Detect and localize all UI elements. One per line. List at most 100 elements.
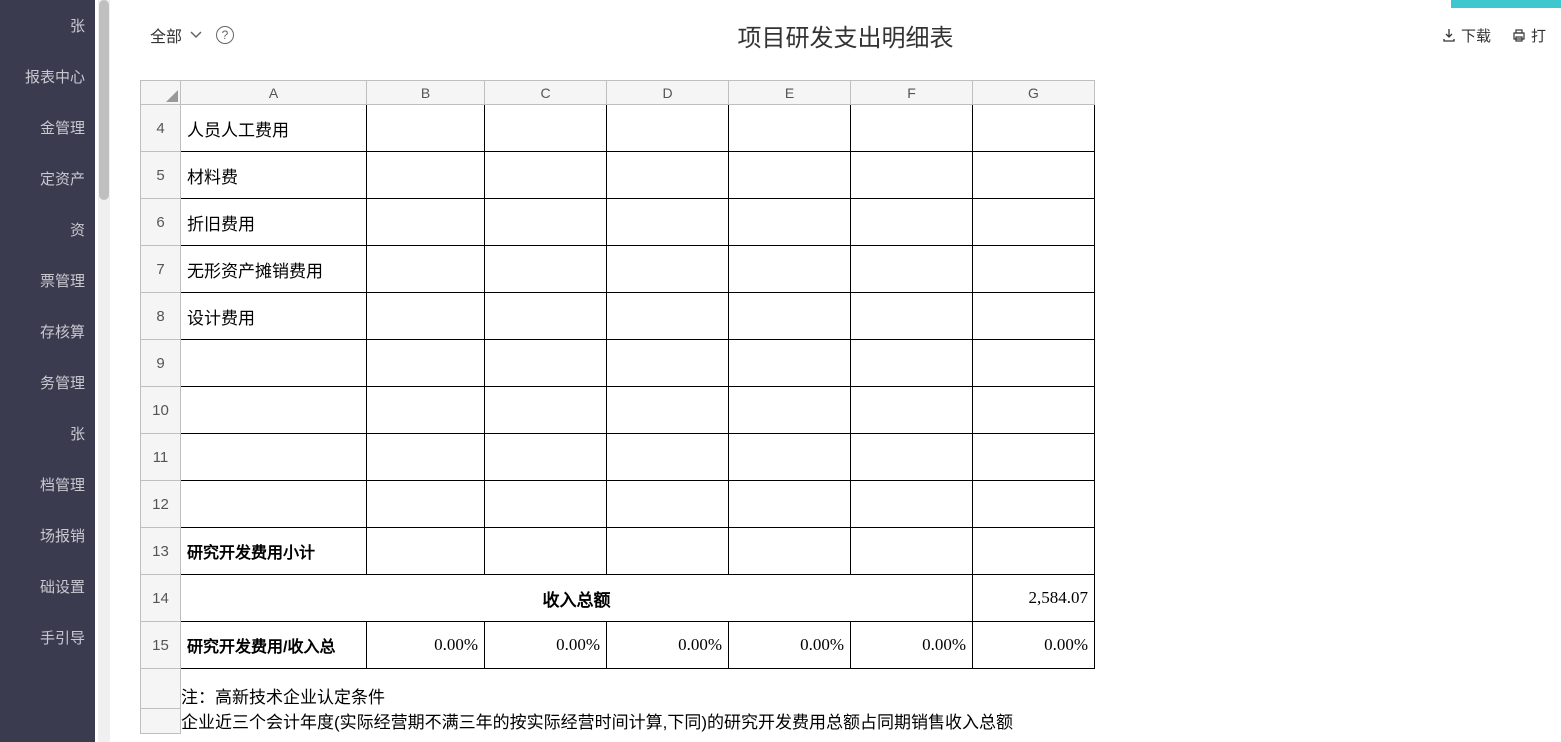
cell-F7[interactable] [851,246,973,293]
cell-C4[interactable] [485,105,607,152]
cell-E15[interactable]: 0.00% [729,622,851,669]
row-header-4[interactable]: 4 [141,105,181,152]
cell-D13[interactable] [607,528,729,575]
cell-D8[interactable] [607,293,729,340]
cell-B4[interactable] [367,105,485,152]
row-header-5[interactable]: 5 [141,152,181,199]
row-header-7[interactable]: 7 [141,246,181,293]
filter-dropdown[interactable]: 全部 ? [150,23,234,47]
sidebar-scrollbar[interactable] [98,0,110,742]
cell-B9[interactable] [367,340,485,387]
row-header-11[interactable]: 11 [141,434,181,481]
corner-cell[interactable] [141,81,181,105]
cell-C9[interactable] [485,340,607,387]
cell-C11[interactable] [485,434,607,481]
cell-E10[interactable] [729,387,851,434]
scrollbar-thumb[interactable] [99,0,109,200]
sidebar-item-2[interactable]: 金管理 [0,102,95,153]
cell-G7[interactable] [973,246,1095,293]
cell-F12[interactable] [851,481,973,528]
cell-A11[interactable] [181,434,367,481]
sidebar-item-10[interactable]: 场报销 [0,510,95,561]
cell-A6[interactable]: 折旧费用 [181,199,367,246]
cell-D4[interactable] [607,105,729,152]
cell-A15[interactable]: 研究开发费用/收入总 [181,622,367,669]
cell-F10[interactable] [851,387,973,434]
row-header-8[interactable]: 8 [141,293,181,340]
sidebar-item-7[interactable]: 务管理 [0,357,95,408]
cell-E6[interactable] [729,199,851,246]
row-header-10[interactable]: 10 [141,387,181,434]
cell-F4[interactable] [851,105,973,152]
cell-A12[interactable] [181,481,367,528]
cell-F8[interactable] [851,293,973,340]
cell-E11[interactable] [729,434,851,481]
cell-B15[interactable]: 0.00% [367,622,485,669]
cell-D7[interactable] [607,246,729,293]
row-header-12[interactable]: 12 [141,481,181,528]
cell-G15[interactable]: 0.00% [973,622,1095,669]
col-header-F[interactable]: F [851,81,973,105]
cell-F6[interactable] [851,199,973,246]
row-header-blank2[interactable] [141,708,181,733]
cell-D15[interactable]: 0.00% [607,622,729,669]
cell-B12[interactable] [367,481,485,528]
cell-F9[interactable] [851,340,973,387]
sidebar-item-11[interactable]: 础设置 [0,561,95,612]
cell-A9[interactable] [181,340,367,387]
cell-E4[interactable] [729,105,851,152]
cell-C13[interactable] [485,528,607,575]
cell-F15[interactable]: 0.00% [851,622,973,669]
cell-D12[interactable] [607,481,729,528]
sidebar-item-6[interactable]: 存核算 [0,306,95,357]
cell-G11[interactable] [973,434,1095,481]
cell-A5[interactable]: 材料费 [181,152,367,199]
cell-C10[interactable] [485,387,607,434]
sidebar-item-3[interactable]: 定资产 [0,153,95,204]
cell-E12[interactable] [729,481,851,528]
cell-G12[interactable] [973,481,1095,528]
sidebar-item-0[interactable]: 张 [0,0,95,51]
cell-B7[interactable] [367,246,485,293]
row-header-6[interactable]: 6 [141,199,181,246]
col-header-B[interactable]: B [367,81,485,105]
cell-D5[interactable] [607,152,729,199]
help-icon[interactable]: ? [216,26,234,44]
sidebar-item-12[interactable]: 手引导 [0,612,95,663]
cell-G5[interactable] [973,152,1095,199]
cell-D9[interactable] [607,340,729,387]
cell-B8[interactable] [367,293,485,340]
cell-D6[interactable] [607,199,729,246]
cell-F11[interactable] [851,434,973,481]
cell-C5[interactable] [485,152,607,199]
cell-G14[interactable]: 2,584.07 [973,575,1095,622]
download-button[interactable]: 下载 [1441,25,1491,46]
cell-B13[interactable] [367,528,485,575]
cell-C15[interactable]: 0.00% [485,622,607,669]
cell-B6[interactable] [367,199,485,246]
cell-A8[interactable]: 设计费用 [181,293,367,340]
cell-E7[interactable] [729,246,851,293]
sidebar-item-8[interactable]: 张 [0,408,95,459]
cell-E5[interactable] [729,152,851,199]
col-header-G[interactable]: G [973,81,1095,105]
col-header-C[interactable]: C [485,81,607,105]
sidebar-item-4[interactable]: 资 [0,204,95,255]
cell-C6[interactable] [485,199,607,246]
sidebar-item-1[interactable]: 报表中心 [0,51,95,102]
cell-G4[interactable] [973,105,1095,152]
cell-merged-14[interactable]: 收入总额 [181,575,973,622]
row-header-15[interactable]: 15 [141,622,181,669]
cell-G13[interactable] [973,528,1095,575]
row-header-9[interactable]: 9 [141,340,181,387]
cell-F13[interactable] [851,528,973,575]
row-header-14[interactable]: 14 [141,575,181,622]
cell-F5[interactable] [851,152,973,199]
cell-B5[interactable] [367,152,485,199]
cell-B10[interactable] [367,387,485,434]
cell-E13[interactable] [729,528,851,575]
cell-E8[interactable] [729,293,851,340]
cell-G9[interactable] [973,340,1095,387]
cell-A13[interactable]: 研究开发费用小计 [181,528,367,575]
col-header-A[interactable]: A [181,81,367,105]
